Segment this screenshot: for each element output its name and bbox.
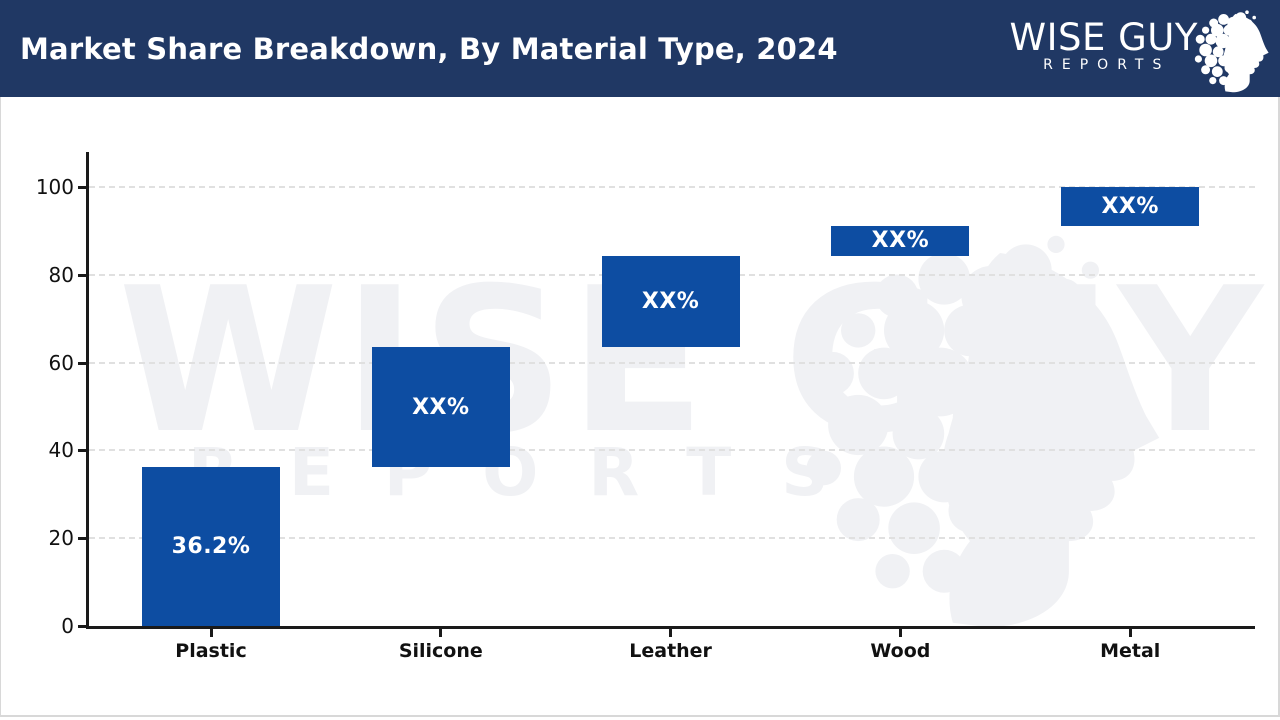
bar-value-label-plastic: 36.2% — [171, 534, 251, 560]
x-tick-leather — [669, 629, 673, 637]
x-tick-plastic — [209, 629, 213, 637]
x-tick-metal — [1128, 629, 1132, 637]
bar-plastic: 36.2% — [142, 467, 280, 626]
y-gridline-40 — [89, 449, 1255, 452]
wise-guy-logo: WISE GUY REPORTS — [1010, 0, 1270, 97]
bar-silicone: XX% — [371, 347, 510, 468]
bar-value-label-leather: XX% — [641, 289, 700, 315]
x-axis-label-wood: Wood — [870, 640, 931, 662]
y-tick-80 — [78, 273, 87, 277]
right-edge-line — [1278, 97, 1280, 715]
bar-leather: XX% — [601, 256, 740, 348]
left-edge-line — [0, 97, 1, 715]
bar-wood: XX% — [831, 225, 970, 257]
y-gridline-100 — [89, 186, 1255, 188]
y-tick-label-0: 0 — [61, 614, 74, 638]
x-axis-label-metal: Metal — [1100, 640, 1161, 662]
logo-wise-guy-label: WISE GUY — [1009, 16, 1198, 59]
bar-value-label-silicone: XX% — [412, 394, 470, 420]
y-tick-label-100: 100 — [35, 175, 74, 199]
x-axis-label-leather: Leather — [629, 640, 712, 662]
y-tick-100 — [78, 186, 87, 189]
x-tick-silicone — [439, 629, 443, 637]
x-axis-spine — [86, 626, 1255, 629]
y-tick-40 — [78, 449, 87, 453]
bottom-edge-line — [0, 715, 1280, 717]
logo-text: WISE GUY REPORTS — [1009, 16, 1198, 73]
y-tick-label-40: 40 — [48, 438, 74, 463]
y-tick-0 — [78, 625, 87, 628]
y-axis-spine — [86, 152, 89, 629]
bar-value-label-wood: XX% — [871, 228, 930, 254]
y-tick-label-60: 60 — [48, 350, 74, 375]
bar-metal: XX% — [1061, 187, 1200, 226]
bar-value-label-metal: XX% — [1101, 193, 1159, 219]
y-tick-label-80: 80 — [48, 262, 74, 287]
logo-reports-label: REPORTS — [1043, 56, 1171, 73]
y-gridline-60 — [89, 361, 1255, 364]
y-tick-20 — [78, 537, 87, 541]
x-axis-label-plastic: Plastic — [175, 640, 247, 662]
page-title: Market Share Breakdown, By Material Type… — [20, 31, 838, 66]
y-tick-label-20: 20 — [48, 526, 74, 551]
x-axis-label-silicone: Silicone — [398, 640, 483, 662]
y-gridline-20 — [89, 537, 1255, 540]
header-bar: Market Share Breakdown, By Material Type… — [0, 0, 1280, 97]
y-tick-60 — [78, 361, 87, 365]
x-tick-wood — [898, 629, 902, 637]
